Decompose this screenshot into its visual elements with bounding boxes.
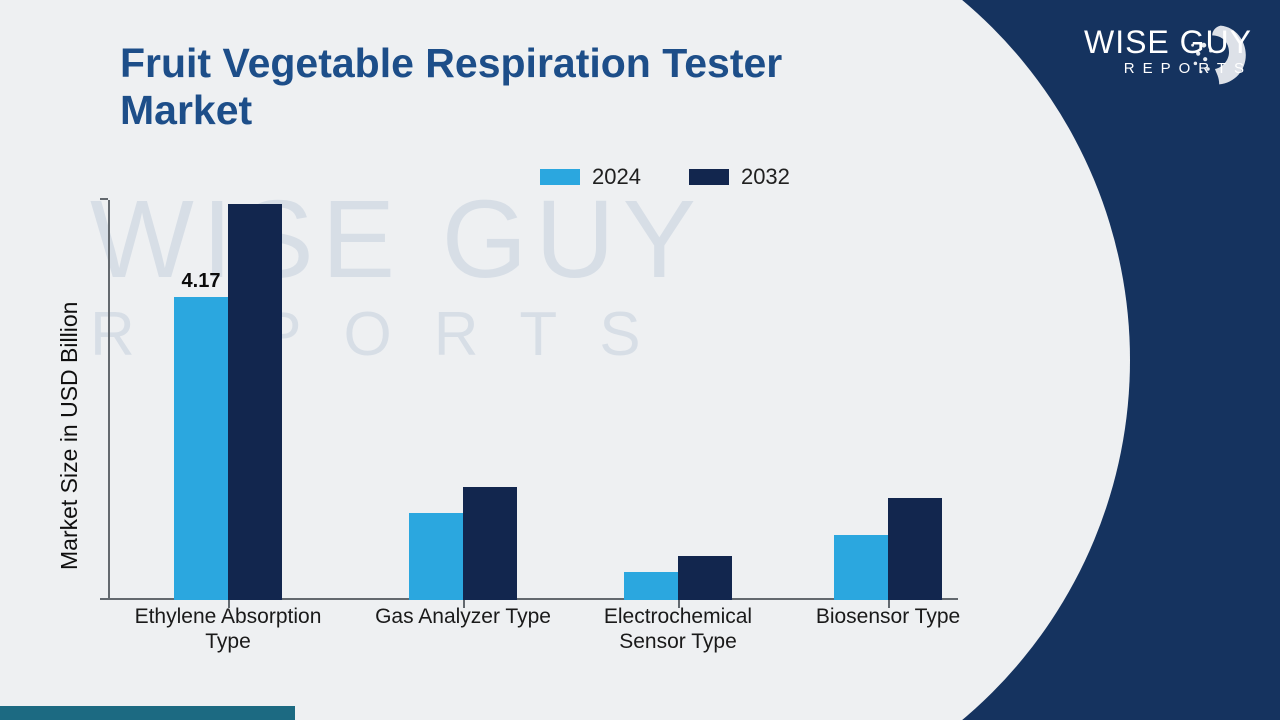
- category-label: Biosensor Type: [788, 604, 988, 629]
- chart-area: 4.17Ethylene Absorption TypeGas Analyzer…: [108, 200, 958, 600]
- bar-2032: [888, 498, 942, 600]
- bar-2024: [624, 572, 678, 600]
- figure-stage: WISE GUY REPORTS Fruit Vegetable Respira…: [0, 0, 1280, 720]
- category-label: Gas Analyzer Type: [363, 604, 563, 629]
- bar-2032: [678, 556, 732, 600]
- brand-logo: WISE GUY REPORTS: [1084, 26, 1252, 78]
- bar-2032: [463, 487, 517, 600]
- category-label: Electrochemical Sensor Type: [578, 604, 778, 654]
- right-panel: [950, 0, 1280, 720]
- bar-group: [128, 204, 328, 600]
- brand-line2: REPORTS: [1084, 60, 1252, 78]
- legend-label-2024: 2024: [592, 164, 641, 190]
- bar-group: [363, 487, 563, 600]
- bar-2032: [228, 204, 282, 600]
- bar-2024: [174, 297, 228, 600]
- legend-swatch-2024: [540, 169, 580, 185]
- bar-group: [788, 498, 988, 600]
- bar-2024: [834, 535, 888, 600]
- legend: 2024 2032: [540, 164, 790, 190]
- legend-item-2032: 2032: [689, 164, 790, 190]
- value-label: 4.17: [182, 270, 221, 293]
- y-tick: [100, 198, 108, 200]
- y-axis: [108, 200, 110, 600]
- bar-2024: [409, 513, 463, 600]
- legend-item-2024: 2024: [540, 164, 641, 190]
- y-axis-label: Market Size in USD Billion: [56, 302, 83, 570]
- category-label: Ethylene Absorption Type: [128, 604, 328, 654]
- chart-title: Fruit Vegetable Respiration Tester Marke…: [120, 40, 860, 134]
- accent-bar: [0, 706, 295, 720]
- legend-swatch-2032: [689, 169, 729, 185]
- bar-group: [578, 556, 778, 600]
- legend-label-2032: 2032: [741, 164, 790, 190]
- y-tick: [100, 598, 108, 600]
- brand-line1: WISE GUY: [1084, 26, 1252, 58]
